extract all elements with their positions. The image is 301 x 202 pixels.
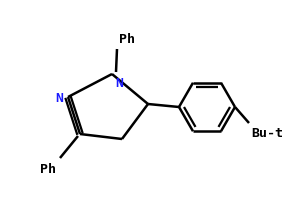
Text: Ph: Ph	[40, 162, 56, 175]
Text: N: N	[55, 91, 63, 104]
Text: Bu-t: Bu-t	[251, 126, 283, 139]
Text: Ph: Ph	[119, 33, 135, 46]
Text: N: N	[115, 77, 123, 89]
